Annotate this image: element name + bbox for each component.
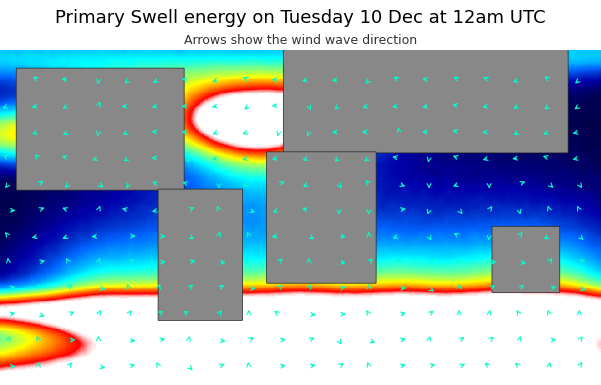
FancyBboxPatch shape	[158, 189, 243, 320]
FancyBboxPatch shape	[16, 68, 184, 190]
FancyBboxPatch shape	[283, 50, 568, 153]
FancyBboxPatch shape	[492, 226, 560, 293]
FancyBboxPatch shape	[267, 152, 376, 283]
Text: Primary Swell energy on Tuesday 10 Dec at 12am UTC: Primary Swell energy on Tuesday 10 Dec a…	[55, 8, 546, 27]
Text: Arrows show the wind wave direction: Arrows show the wind wave direction	[184, 33, 417, 47]
